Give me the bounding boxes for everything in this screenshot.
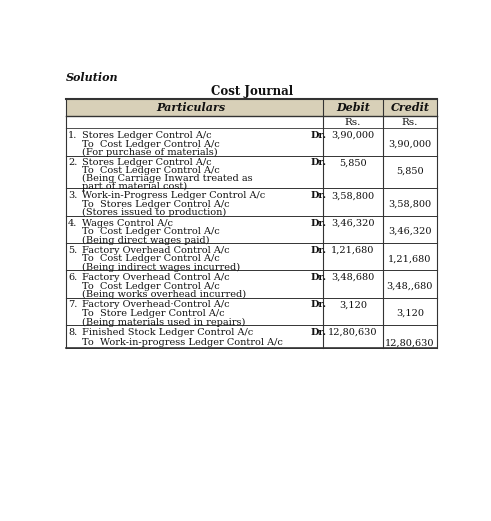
Text: (Being indirect wages incurred): (Being indirect wages incurred) xyxy=(82,263,241,272)
Text: (For purchase of materials): (For purchase of materials) xyxy=(82,148,218,157)
Text: part of material cost): part of material cost) xyxy=(82,182,188,191)
Text: To  Cost Ledger Control A/c: To Cost Ledger Control A/c xyxy=(82,140,220,148)
Text: 12,80,630: 12,80,630 xyxy=(328,328,378,337)
Text: Rs.: Rs. xyxy=(345,118,361,127)
Text: 2.: 2. xyxy=(68,158,78,167)
Text: Dr.: Dr. xyxy=(311,158,327,167)
Text: 3.: 3. xyxy=(68,191,78,200)
Text: Rs.: Rs. xyxy=(402,118,418,127)
Text: Particulars: Particulars xyxy=(156,102,225,114)
Text: 3,58,800: 3,58,800 xyxy=(388,200,432,209)
Text: 3,58,800: 3,58,800 xyxy=(331,191,375,200)
Text: Dr.: Dr. xyxy=(311,191,327,200)
Text: 12,80,630: 12,80,630 xyxy=(385,338,435,348)
Text: 1,21,680: 1,21,680 xyxy=(388,254,432,264)
Text: 3,46,320: 3,46,320 xyxy=(388,227,432,236)
Text: 3,120: 3,120 xyxy=(396,309,424,318)
Text: To  Cost Ledger Control A/c: To Cost Ledger Control A/c xyxy=(82,254,220,264)
Text: 3,90,000: 3,90,000 xyxy=(331,131,375,140)
Text: (Being materials used in repairs): (Being materials used in repairs) xyxy=(82,317,245,327)
Text: 3,120: 3,120 xyxy=(339,301,367,309)
Text: Dr.: Dr. xyxy=(311,219,327,228)
Text: To  Work-in-progress Ledger Control A/c: To Work-in-progress Ledger Control A/c xyxy=(82,338,283,348)
Text: 5,850: 5,850 xyxy=(339,158,367,167)
Text: 3,90,000: 3,90,000 xyxy=(388,140,432,148)
Text: Credit: Credit xyxy=(390,102,430,114)
Text: Dr.: Dr. xyxy=(311,273,327,282)
Text: Solution: Solution xyxy=(66,72,118,83)
Text: 1.: 1. xyxy=(68,131,78,140)
Text: Dr.: Dr. xyxy=(311,246,327,255)
Text: Wages Control A/c: Wages Control A/c xyxy=(82,219,173,228)
Text: Debit: Debit xyxy=(336,102,370,114)
Text: To  Stores Ledger Control A/c: To Stores Ledger Control A/c xyxy=(82,200,230,209)
Text: To  Cost Ledger Control A/c: To Cost Ledger Control A/c xyxy=(82,282,220,291)
Text: 7.: 7. xyxy=(68,301,78,309)
Bar xyxy=(66,100,437,116)
Text: (Stores issued to production): (Stores issued to production) xyxy=(82,208,226,217)
Text: 3,48,680: 3,48,680 xyxy=(331,273,375,282)
Text: Factory Overhead Control A/c: Factory Overhead Control A/c xyxy=(82,273,230,282)
Text: To  Cost Ledger Control A/c: To Cost Ledger Control A/c xyxy=(82,227,220,236)
Text: Dr.: Dr. xyxy=(311,131,327,140)
Text: (Being Carriage Inward treated as: (Being Carriage Inward treated as xyxy=(82,174,253,183)
Text: 8.: 8. xyxy=(68,328,78,337)
Text: 3,48,,680: 3,48,,680 xyxy=(387,282,433,291)
Text: Factory Overhead Control A/c: Factory Overhead Control A/c xyxy=(82,246,230,255)
Text: (Being direct wages paid): (Being direct wages paid) xyxy=(82,235,210,245)
Text: 6.: 6. xyxy=(68,273,78,282)
Text: 3,46,320: 3,46,320 xyxy=(331,219,375,228)
Text: Dr.: Dr. xyxy=(311,301,327,309)
Text: 5.: 5. xyxy=(68,246,78,255)
Text: Cost Journal: Cost Journal xyxy=(211,84,293,97)
Text: Dr.: Dr. xyxy=(311,328,327,337)
Text: Finished Stock Ledger Control A/c: Finished Stock Ledger Control A/c xyxy=(82,328,253,337)
Text: Factory Overhead·Control A/c: Factory Overhead·Control A/c xyxy=(82,301,230,309)
Text: 1,21,680: 1,21,680 xyxy=(331,246,375,255)
Text: 5,850: 5,850 xyxy=(396,166,424,175)
Text: To  Store Ledger Control A/c: To Store Ledger Control A/c xyxy=(82,309,225,318)
Text: Stores Ledger Control A/c: Stores Ledger Control A/c xyxy=(82,158,212,167)
Text: 4.: 4. xyxy=(68,219,78,228)
Text: Work-in-Progress Ledger Control A/c: Work-in-Progress Ledger Control A/c xyxy=(82,191,266,200)
Text: (Being works overhead incurred): (Being works overhead incurred) xyxy=(82,290,246,299)
Text: To  Cost Ledger Control A/c: To Cost Ledger Control A/c xyxy=(82,166,220,175)
Text: Stores Ledger Control A/c: Stores Ledger Control A/c xyxy=(82,131,212,140)
